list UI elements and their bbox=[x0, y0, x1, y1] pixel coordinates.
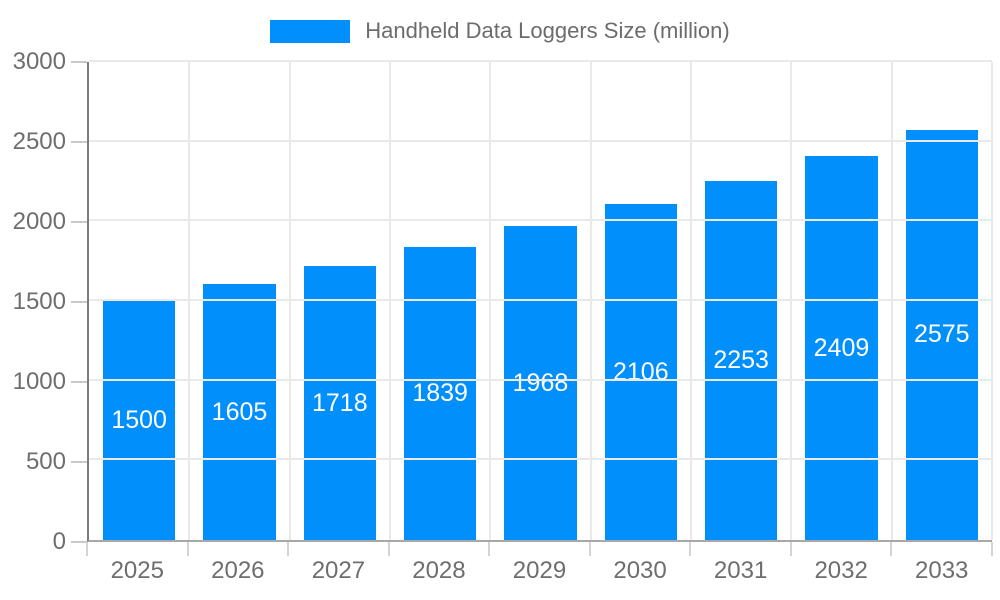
x-axis-tick bbox=[488, 542, 491, 556]
gridline bbox=[689, 62, 692, 540]
x-axis-tick bbox=[689, 542, 692, 556]
bar-slot: 1605 bbox=[189, 62, 289, 540]
plot-area: 1500 1605 1718 1839 1968 2106 2253 2409 2575 bbox=[87, 60, 993, 542]
gridline bbox=[489, 62, 492, 540]
y-axis-label: 2000 bbox=[12, 208, 66, 235]
gridline bbox=[89, 458, 992, 461]
x-axis-tick bbox=[86, 542, 88, 556]
bar-value-label: 2409 bbox=[813, 333, 870, 362]
bar-slot: 2253 bbox=[691, 62, 791, 540]
bar-value-label: 2575 bbox=[913, 320, 970, 349]
bar-value-label: 2253 bbox=[713, 346, 769, 375]
x-axis-label: 2032 bbox=[814, 557, 868, 584]
bar-value-label: 2106 bbox=[612, 357, 669, 386]
bar-slot: 1839 bbox=[390, 62, 490, 540]
bar[interactable]: 2253 bbox=[705, 181, 778, 540]
bar[interactable]: 1718 bbox=[303, 266, 376, 540]
x-axis-tick bbox=[186, 542, 189, 556]
x-axis-tick bbox=[890, 542, 893, 556]
gridline bbox=[790, 62, 793, 540]
bar[interactable]: 1500 bbox=[103, 301, 176, 540]
bar-value-label: 1500 bbox=[111, 406, 167, 434]
x-axis-label: 2025 bbox=[110, 557, 164, 584]
gridline bbox=[89, 139, 992, 142]
x-axis-tick bbox=[789, 542, 792, 556]
bar-value-label: 1718 bbox=[312, 388, 368, 417]
x-axis-label: 2031 bbox=[713, 557, 768, 584]
y-axis-label: 1000 bbox=[12, 368, 66, 395]
bar-slot: 1718 bbox=[290, 62, 390, 540]
gridline bbox=[89, 60, 992, 62]
legend-item[interactable]: Handheld Data Loggers Size (million) bbox=[0, 18, 1000, 44]
gridline bbox=[991, 62, 993, 540]
x-axis-tick bbox=[588, 542, 591, 556]
y-axis-tick bbox=[71, 301, 87, 303]
x-axis-label: 2029 bbox=[512, 557, 567, 584]
bar-value-label: 1839 bbox=[412, 379, 468, 407]
y-axis-tick bbox=[71, 141, 87, 143]
gridline bbox=[388, 62, 391, 540]
bar[interactable]: 1605 bbox=[203, 284, 276, 540]
bar-value-label: 1605 bbox=[211, 397, 268, 426]
x-axis-label: 2028 bbox=[412, 557, 466, 584]
bar-slot: 2409 bbox=[791, 62, 891, 540]
bar[interactable]: 1968 bbox=[504, 226, 577, 540]
x-axis-tick bbox=[991, 542, 993, 556]
bar[interactable]: 2409 bbox=[805, 156, 878, 540]
bar-slot: 2106 bbox=[591, 62, 691, 540]
bar-value-label: 1968 bbox=[512, 368, 569, 397]
x-axis-label: 2026 bbox=[211, 557, 265, 584]
bar-slot: 2575 bbox=[892, 62, 992, 540]
bar[interactable]: 1839 bbox=[404, 247, 477, 540]
bar[interactable]: 2106 bbox=[604, 204, 677, 540]
y-axis-tick bbox=[71, 381, 87, 383]
legend-label: Handheld Data Loggers Size (million) bbox=[365, 18, 730, 43]
y-axis-tick bbox=[71, 61, 87, 63]
y-axis-label: 500 bbox=[25, 448, 66, 475]
gridline bbox=[89, 299, 992, 301]
x-axis-tick bbox=[287, 542, 290, 556]
gridline bbox=[288, 62, 291, 540]
y-axis-tick bbox=[71, 541, 87, 543]
bar-slot: 1500 bbox=[89, 62, 189, 540]
gridline bbox=[188, 62, 191, 540]
gridline bbox=[589, 62, 592, 540]
y-axis-label: 2500 bbox=[12, 128, 66, 155]
x-axis-tick bbox=[387, 542, 390, 556]
y-axis-tick bbox=[71, 461, 87, 463]
gridline bbox=[89, 219, 992, 222]
gridline bbox=[89, 378, 992, 381]
legend-swatch bbox=[270, 19, 351, 43]
bar-slot: 1968 bbox=[490, 62, 590, 540]
bar[interactable]: 2575 bbox=[905, 129, 978, 540]
x-axis-label: 2030 bbox=[613, 557, 667, 584]
x-axis-label: 2033 bbox=[915, 557, 969, 584]
y-axis-label: 3000 bbox=[12, 48, 66, 75]
y-axis-tick bbox=[71, 221, 87, 223]
y-axis-label: 1500 bbox=[12, 288, 66, 315]
gridline bbox=[890, 62, 893, 540]
bars-container: 1500 1605 1718 1839 1968 2106 2253 2409 2575 bbox=[89, 62, 992, 540]
y-axis-label: 0 bbox=[52, 528, 66, 555]
x-axis-label: 2027 bbox=[311, 557, 366, 584]
